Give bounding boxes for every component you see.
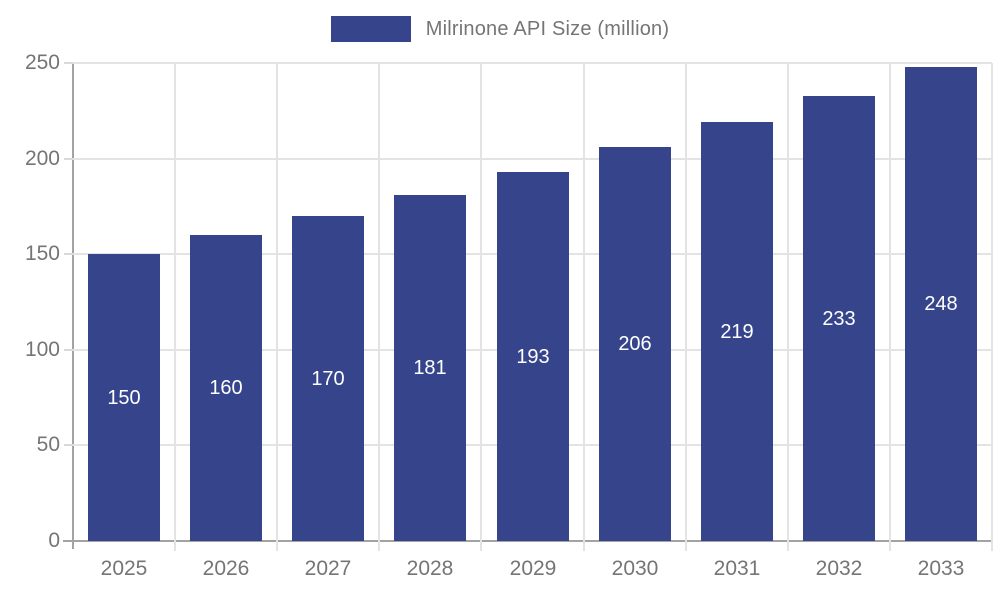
y-axis-tick bbox=[64, 253, 73, 256]
x-gridline bbox=[583, 63, 585, 551]
y-axis-tick bbox=[64, 444, 73, 447]
y-tick-label: 250 bbox=[24, 51, 60, 74]
plot-area: 150 160 170 181 193 206 219 233 248 bbox=[73, 62, 993, 551]
bar: 248 bbox=[905, 67, 977, 541]
legend: Milrinone API Size (million) bbox=[0, 16, 1000, 42]
bar: 193 bbox=[497, 172, 569, 541]
legend-swatch bbox=[330, 16, 411, 42]
bar-value-label: 248 bbox=[924, 293, 958, 315]
x-tick-label: 2032 bbox=[815, 557, 863, 580]
x-tick-label: 2026 bbox=[202, 557, 250, 580]
x-tick-label: 2027 bbox=[304, 557, 352, 580]
y-tick-label: 100 bbox=[24, 337, 60, 361]
bar: 233 bbox=[803, 96, 875, 541]
bar-value-label: 193 bbox=[516, 346, 550, 368]
x-gridline bbox=[889, 63, 891, 551]
bar-value-label: 170 bbox=[311, 368, 345, 390]
legend-label: Milrinone API Size (million) bbox=[425, 17, 670, 40]
bar: 181 bbox=[394, 195, 466, 541]
x-gridline bbox=[991, 63, 993, 551]
bar: 150 bbox=[88, 254, 160, 541]
bar-value-label: 181 bbox=[413, 357, 447, 379]
y-gridline bbox=[73, 157, 992, 160]
bar-value-label: 206 bbox=[618, 333, 652, 355]
x-tick-label: 2025 bbox=[100, 557, 148, 580]
y-tick-label: 0 bbox=[48, 529, 60, 552]
y-axis-tick bbox=[64, 62, 73, 64]
x-gridline bbox=[480, 63, 482, 551]
x-axis-line bbox=[63, 540, 992, 542]
x-gridline bbox=[378, 63, 380, 551]
y-gridline bbox=[73, 62, 992, 64]
y-axis-tick bbox=[64, 157, 73, 160]
bar-value-label: 219 bbox=[720, 321, 754, 343]
y-tick-label: 200 bbox=[24, 146, 60, 170]
x-gridline bbox=[787, 63, 789, 551]
x-gridline bbox=[174, 63, 176, 551]
bar-value-label: 233 bbox=[822, 308, 856, 330]
y-axis-tick bbox=[64, 348, 73, 351]
x-gridline bbox=[685, 63, 687, 551]
x-tick-label: 2028 bbox=[406, 557, 454, 580]
y-axis-line bbox=[72, 63, 74, 549]
bar: 206 bbox=[599, 147, 671, 541]
x-tick-label: 2029 bbox=[509, 557, 557, 580]
x-gridline bbox=[276, 63, 278, 551]
bar-value-label: 150 bbox=[107, 387, 141, 409]
x-tick-label: 2031 bbox=[713, 557, 761, 580]
bar-value-label: 160 bbox=[209, 377, 243, 399]
y-tick-label: 150 bbox=[24, 242, 60, 266]
bar: 219 bbox=[701, 122, 773, 541]
bar: 170 bbox=[292, 216, 364, 541]
x-tick-label: 2033 bbox=[917, 557, 965, 580]
y-tick-label: 50 bbox=[36, 433, 60, 457]
x-tick-label: 2030 bbox=[611, 557, 659, 580]
bar: 160 bbox=[190, 235, 262, 541]
